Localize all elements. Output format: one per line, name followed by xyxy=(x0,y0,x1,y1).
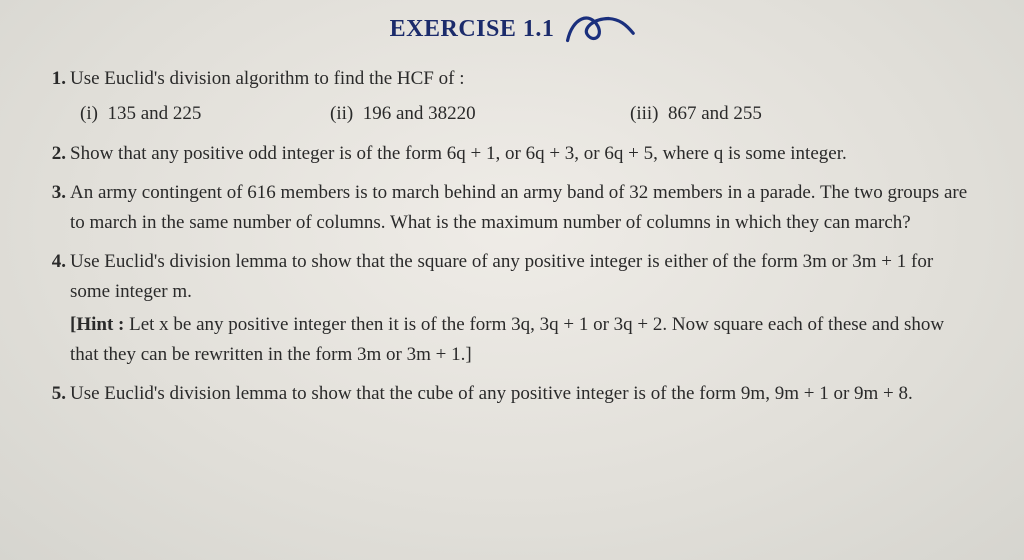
sub-label: (ii) xyxy=(330,103,353,124)
sub-item-iii: (iii) 867 and 255 xyxy=(630,99,880,128)
sub-text: 135 and 225 xyxy=(107,103,201,124)
hint-label: [Hint : xyxy=(70,314,124,335)
question-number: 1. xyxy=(40,64,66,93)
question-number: 2. xyxy=(40,139,66,168)
sub-item-row: (i) 135 and 225 (ii) 196 and 38220 (iii)… xyxy=(70,99,974,128)
page: EXERCISE 1.1 1. Use Euclid's division al… xyxy=(0,0,1024,560)
sub-text: 867 and 255 xyxy=(668,103,762,124)
question-text: Show that any positive odd integer is of… xyxy=(70,143,847,164)
question-text: An army contingent of 616 members is to … xyxy=(70,182,967,232)
sub-text: 196 and 38220 xyxy=(363,103,476,124)
question-text: Use Euclid's division lemma to show that… xyxy=(70,383,913,404)
question-text: Use Euclid's division lemma to show that… xyxy=(70,251,933,301)
question-list: 1. Use Euclid's division algorithm to fi… xyxy=(40,64,984,408)
handwritten-mark xyxy=(562,5,636,48)
sub-item-ii: (ii) 196 and 38220 xyxy=(330,99,630,128)
question-number: 3. xyxy=(40,178,66,207)
question-1: 1. Use Euclid's division algorithm to fi… xyxy=(70,64,974,129)
sub-label: (iii) xyxy=(630,103,659,124)
question-4: 4. Use Euclid's division lemma to show t… xyxy=(70,247,974,369)
header-row: EXERCISE 1.1 xyxy=(40,16,984,44)
question-5: 5. Use Euclid's division lemma to show t… xyxy=(70,379,974,408)
question-3: 3. An army contingent of 616 members is … xyxy=(70,178,974,237)
question-2: 2. Show that any positive odd integer is… xyxy=(70,139,974,168)
hint-text: Let x be any positive integer then it is… xyxy=(70,314,944,364)
sub-label: (i) xyxy=(80,103,98,124)
question-text: Use Euclid's division algorithm to find … xyxy=(70,68,464,89)
hint-block: [Hint : Let x be any positive integer th… xyxy=(70,310,974,369)
question-number: 4. xyxy=(40,247,66,276)
question-number: 5. xyxy=(40,379,66,408)
sub-item-i: (i) 135 and 225 xyxy=(80,99,330,128)
exercise-title: EXERCISE 1.1 xyxy=(390,16,555,43)
